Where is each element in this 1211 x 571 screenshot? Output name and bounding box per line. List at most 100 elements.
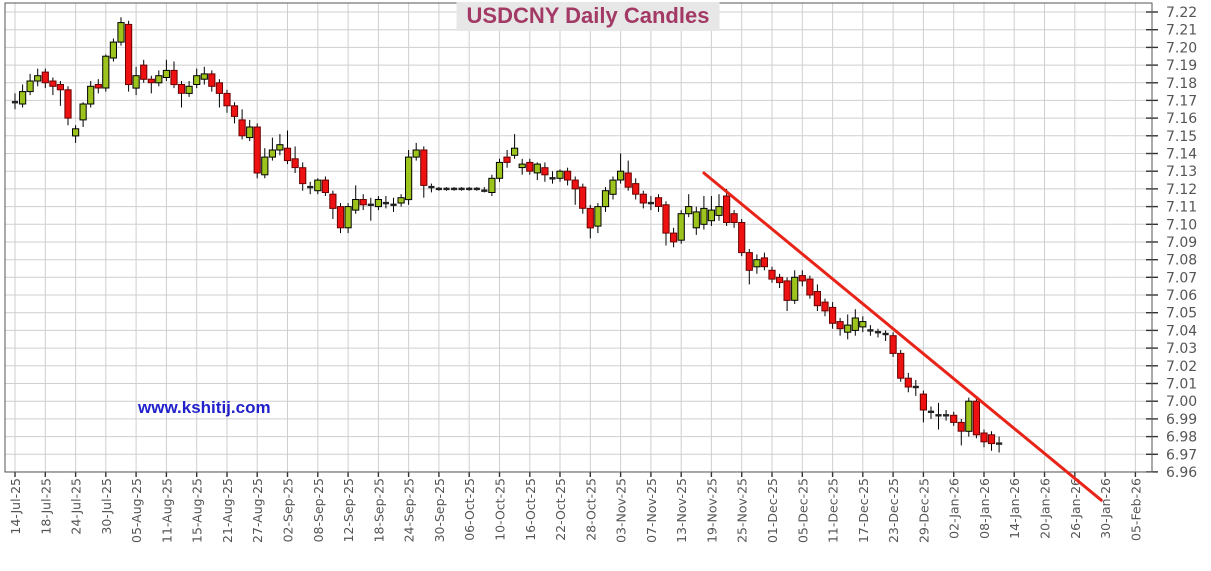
candle bbox=[329, 193, 337, 209]
svg-text:11-Dec-25: 11-Dec-25 bbox=[826, 478, 841, 543]
candle bbox=[996, 442, 1003, 445]
svg-text:23-Dec-25: 23-Dec-25 bbox=[886, 478, 901, 543]
svg-text:7.07: 7.07 bbox=[1166, 270, 1197, 286]
svg-text:27-Aug-25: 27-Aug-25 bbox=[250, 478, 265, 543]
svg-text:7.12: 7.12 bbox=[1166, 182, 1197, 198]
candle bbox=[132, 75, 140, 89]
candle bbox=[223, 92, 231, 107]
svg-text:05-Dec-25: 05-Dec-25 bbox=[795, 478, 810, 543]
svg-text:07-Nov-25: 07-Nov-25 bbox=[644, 478, 659, 543]
candle bbox=[579, 186, 587, 209]
svg-text:18-Jul-25: 18-Jul-25 bbox=[38, 478, 53, 535]
candle bbox=[617, 170, 625, 181]
svg-text:25-Nov-25: 25-Nov-25 bbox=[735, 478, 750, 543]
svg-text:30-Jul-25: 30-Jul-25 bbox=[99, 478, 114, 535]
candle bbox=[987, 434, 996, 445]
candle bbox=[41, 71, 49, 84]
candle bbox=[715, 206, 723, 216]
candle bbox=[935, 414, 942, 417]
candle bbox=[109, 41, 118, 59]
candle bbox=[889, 335, 897, 354]
candle bbox=[874, 331, 882, 334]
candle bbox=[140, 64, 148, 80]
candle bbox=[125, 23, 133, 85]
svg-text:7.04: 7.04 bbox=[1166, 323, 1197, 339]
candle bbox=[503, 156, 511, 163]
candle bbox=[723, 195, 731, 223]
candle bbox=[473, 187, 480, 191]
candle bbox=[972, 400, 980, 436]
candle bbox=[397, 197, 405, 204]
candle bbox=[511, 147, 519, 156]
svg-text:14-Jul-25: 14-Jul-25 bbox=[8, 478, 23, 535]
svg-text:14-Jan-26: 14-Jan-26 bbox=[1007, 478, 1022, 539]
candle bbox=[147, 78, 155, 84]
candle bbox=[34, 75, 42, 82]
candle bbox=[594, 206, 602, 227]
svg-text:10-Oct-25: 10-Oct-25 bbox=[493, 478, 508, 541]
x-axis-ticks bbox=[14, 472, 1137, 477]
chart-title: USDCNY Daily Candles bbox=[456, 2, 720, 31]
candle bbox=[405, 156, 413, 201]
svg-text:28-Oct-25: 28-Oct-25 bbox=[583, 478, 598, 541]
candle bbox=[965, 400, 973, 432]
svg-text:26-Jan-26: 26-Jan-26 bbox=[1068, 478, 1083, 539]
candle bbox=[685, 206, 693, 215]
candle bbox=[791, 276, 799, 301]
candle bbox=[56, 84, 64, 91]
candle bbox=[283, 147, 292, 162]
candle bbox=[466, 187, 473, 191]
svg-text:01-Dec-25: 01-Dec-25 bbox=[765, 478, 780, 543]
svg-text:7.17: 7.17 bbox=[1166, 93, 1197, 109]
candle bbox=[639, 193, 647, 204]
svg-text:7.05: 7.05 bbox=[1166, 306, 1197, 322]
candle bbox=[246, 126, 254, 139]
svg-text:6.98: 6.98 bbox=[1166, 430, 1197, 446]
candle bbox=[813, 291, 821, 307]
candle bbox=[518, 163, 526, 169]
candle bbox=[829, 306, 837, 324]
candle bbox=[556, 170, 564, 179]
candle bbox=[919, 393, 927, 411]
svg-text:12-Sep-25: 12-Sep-25 bbox=[341, 478, 356, 542]
candle bbox=[821, 301, 829, 312]
y-axis-labels: 7.22 7.217.20 7.19 7.187.17 7.16 7.15 7.147.13… bbox=[1166, 5, 1197, 481]
candle bbox=[238, 119, 246, 137]
candle bbox=[662, 204, 670, 234]
watermark-link[interactable]: www.kshitij.com bbox=[138, 398, 271, 417]
candle bbox=[957, 421, 965, 432]
candle bbox=[564, 170, 572, 181]
svg-text:02-Jan-26: 02-Jan-26 bbox=[947, 478, 962, 539]
candle bbox=[647, 201, 654, 205]
candle bbox=[359, 199, 367, 206]
svg-text:7.01: 7.01 bbox=[1166, 377, 1197, 393]
candle bbox=[19, 91, 27, 105]
svg-text:7.11: 7.11 bbox=[1166, 200, 1197, 216]
candle bbox=[549, 177, 556, 180]
candle bbox=[586, 207, 594, 229]
candle bbox=[94, 84, 102, 89]
svg-text:7.08: 7.08 bbox=[1166, 253, 1197, 269]
svg-text:15-Aug-25: 15-Aug-25 bbox=[190, 478, 205, 543]
svg-text:7.03: 7.03 bbox=[1166, 341, 1197, 357]
candle bbox=[336, 206, 345, 229]
candle bbox=[79, 103, 87, 121]
candle bbox=[435, 187, 442, 191]
candle bbox=[980, 432, 988, 443]
candle bbox=[102, 55, 110, 89]
candle bbox=[155, 75, 163, 84]
candle bbox=[601, 190, 610, 208]
svg-text:05-Feb-26: 05-Feb-26 bbox=[1128, 478, 1143, 541]
svg-text:30-Sep-25: 30-Sep-25 bbox=[432, 478, 447, 542]
svg-text:02-Sep-25: 02-Sep-25 bbox=[281, 478, 296, 542]
svg-text:7.20: 7.20 bbox=[1166, 40, 1197, 56]
svg-text:7.21: 7.21 bbox=[1166, 23, 1197, 39]
svg-text:7.22: 7.22 bbox=[1166, 5, 1197, 21]
candle bbox=[950, 414, 958, 423]
svg-text:21-Aug-25: 21-Aug-25 bbox=[220, 478, 235, 543]
svg-text:22-Oct-25: 22-Oct-25 bbox=[553, 478, 568, 541]
svg-text:08-Jan-26: 08-Jan-26 bbox=[977, 478, 992, 539]
candle bbox=[806, 278, 814, 296]
candle bbox=[230, 105, 239, 117]
candle bbox=[897, 352, 905, 379]
